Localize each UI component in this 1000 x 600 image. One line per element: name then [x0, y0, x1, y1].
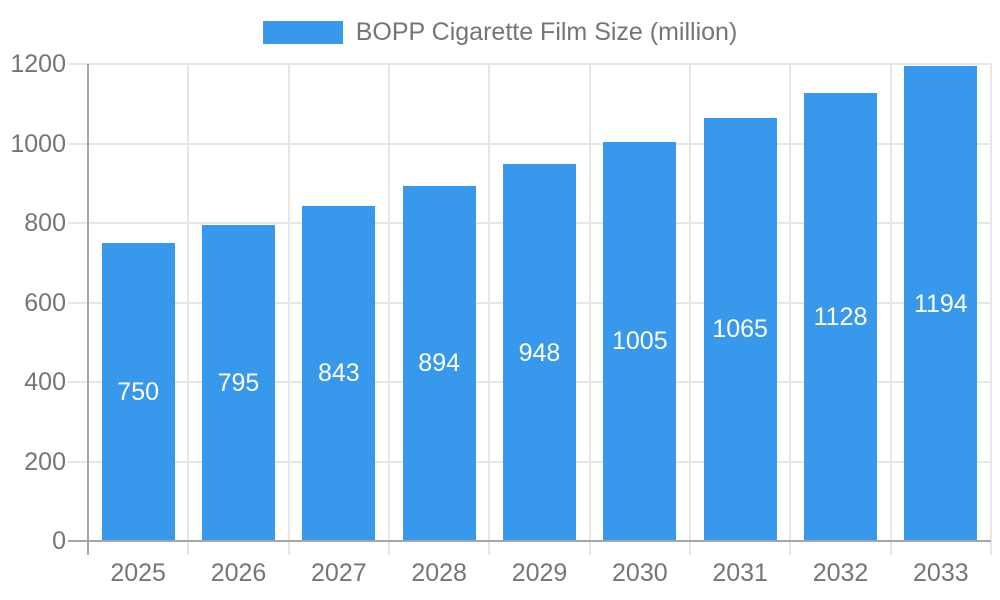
bar-2029: [503, 164, 576, 541]
x-axis-tick-label: 2033: [913, 559, 969, 587]
bar-value-label: 1005: [612, 327, 668, 356]
bar-2032: [804, 92, 877, 541]
bar-value-label: 795: [217, 368, 260, 397]
x-axis-tick-label: 2032: [812, 559, 869, 587]
x-gridline: [789, 64, 792, 555]
x-axis-tick-label: 2028: [411, 559, 467, 587]
bar-2030: [603, 141, 677, 541]
x-axis-line: [68, 540, 991, 542]
bar-value-label: 843: [317, 359, 360, 388]
y-axis-line: [87, 64, 89, 555]
x-axis-tick-label: 2029: [511, 559, 568, 587]
bar-2028: [402, 185, 476, 541]
x-axis-tick-label: 2026: [210, 559, 267, 587]
y-axis-tick-label: 1000: [10, 129, 66, 158]
x-gridline: [187, 64, 190, 555]
chart-legend: BOPP Cigarette Film Size (million): [0, 17, 1000, 47]
bar-value-label: 1065: [712, 315, 768, 344]
bar-value-label: 1194: [913, 289, 968, 318]
x-gridline: [287, 64, 290, 555]
bar-2026: [202, 224, 275, 541]
bar-value-label: 948: [518, 338, 561, 367]
y-axis-tick-label: 800: [24, 209, 66, 237]
y-axis-tick-label: 600: [24, 288, 66, 317]
y-axis-tick-label: 0: [52, 527, 66, 555]
bar-value-label: 1128: [813, 302, 868, 331]
x-gridline: [889, 64, 892, 555]
x-axis-tick-label: 2030: [612, 559, 668, 587]
x-axis-tick-label: 2031: [712, 559, 768, 587]
y-axis-tick-label: 1200: [10, 50, 66, 78]
x-axis-tick-label: 2027: [311, 559, 367, 587]
y-gridline: [68, 63, 991, 65]
bar-2031: [703, 117, 777, 541]
y-gridline: [68, 142, 991, 145]
bar-2033: [904, 66, 978, 541]
legend-label: BOPP Cigarette Film Size (million): [355, 18, 738, 46]
x-gridline: [990, 64, 992, 555]
bar-value-label: 750: [117, 377, 160, 406]
x-gridline: [388, 64, 390, 555]
bar-value-label: 894: [418, 349, 461, 378]
bar-2025: [101, 242, 175, 541]
y-axis-tick-label: 400: [24, 368, 66, 396]
x-gridline: [588, 64, 591, 555]
legend-color-swatch: [262, 20, 343, 44]
x-gridline: [488, 64, 491, 555]
bar-2027: [302, 205, 376, 541]
x-axis-tick-label: 2025: [110, 559, 166, 587]
x-gridline: [689, 64, 691, 555]
y-axis-tick-label: 200: [24, 447, 66, 476]
